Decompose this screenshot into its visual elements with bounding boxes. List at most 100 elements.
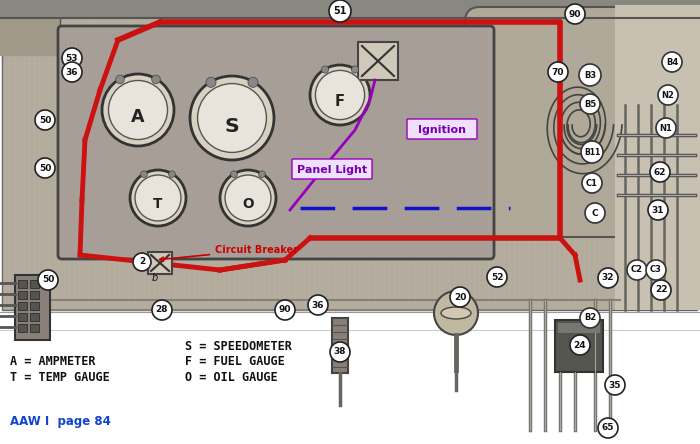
Circle shape (220, 170, 276, 226)
FancyBboxPatch shape (2, 5, 697, 310)
Text: 70: 70 (552, 67, 564, 76)
Text: 52: 52 (491, 273, 503, 281)
Circle shape (658, 85, 678, 105)
Bar (615, 5, 700, 310)
Text: A: A (132, 108, 145, 126)
Circle shape (579, 64, 601, 86)
Circle shape (116, 75, 125, 84)
Bar (18, 302, 27, 310)
Text: 53: 53 (66, 53, 78, 63)
Bar (30, 324, 39, 332)
Circle shape (598, 418, 618, 438)
Text: B2: B2 (584, 313, 596, 322)
Circle shape (35, 110, 55, 130)
Circle shape (570, 335, 590, 355)
Ellipse shape (441, 307, 471, 319)
Text: B11: B11 (584, 147, 600, 156)
Circle shape (351, 66, 358, 73)
Circle shape (190, 76, 274, 160)
Text: N1: N1 (659, 123, 673, 132)
Circle shape (141, 171, 148, 178)
Circle shape (585, 203, 605, 223)
Bar (0, 0, 700, 18)
Circle shape (206, 77, 216, 87)
Circle shape (646, 260, 666, 280)
Text: Panel Light: Panel Light (297, 165, 367, 175)
Circle shape (329, 0, 351, 22)
Circle shape (230, 171, 237, 178)
Bar (30, 280, 39, 288)
Circle shape (258, 171, 265, 178)
Text: 20: 20 (454, 293, 466, 301)
Bar (332, 318, 348, 373)
Circle shape (35, 158, 55, 178)
Circle shape (321, 66, 328, 73)
Text: A = AMPMETER: A = AMPMETER (10, 355, 95, 368)
Circle shape (38, 270, 58, 290)
Text: O = OIL GAUGE: O = OIL GAUGE (185, 371, 278, 384)
Bar (148, 252, 172, 274)
Polygon shape (0, 18, 60, 55)
Text: F = FUEL GAUGE: F = FUEL GAUGE (185, 355, 285, 368)
Circle shape (450, 287, 470, 307)
FancyBboxPatch shape (465, 7, 635, 237)
Circle shape (650, 162, 670, 182)
Text: T: T (153, 197, 162, 210)
Text: B3: B3 (584, 71, 596, 79)
Circle shape (656, 118, 676, 138)
Circle shape (135, 175, 181, 221)
Bar (18, 324, 27, 332)
FancyBboxPatch shape (292, 159, 372, 179)
Text: Ignition: Ignition (418, 125, 466, 135)
Text: 28: 28 (155, 305, 168, 314)
Bar (18, 291, 27, 299)
Circle shape (580, 94, 600, 114)
Text: 62: 62 (654, 167, 666, 177)
Text: 36: 36 (66, 67, 78, 76)
Circle shape (197, 83, 267, 152)
FancyBboxPatch shape (58, 26, 494, 259)
Text: O: O (242, 197, 253, 210)
Circle shape (651, 280, 671, 300)
Circle shape (102, 74, 174, 146)
Circle shape (225, 175, 271, 221)
Circle shape (62, 48, 82, 68)
Bar (15, 275, 50, 340)
Bar (30, 291, 39, 299)
Bar (30, 302, 39, 310)
Text: 31: 31 (652, 206, 664, 214)
Text: B5: B5 (584, 99, 596, 108)
Circle shape (662, 52, 682, 72)
Text: Circuit Breaker: Circuit Breaker (160, 245, 298, 261)
Text: 90: 90 (279, 305, 291, 314)
Circle shape (565, 4, 585, 24)
Text: 22: 22 (654, 285, 667, 294)
Text: AAW I  page 84: AAW I page 84 (10, 415, 111, 428)
Text: C3: C3 (650, 266, 662, 274)
Circle shape (152, 300, 172, 320)
Circle shape (580, 308, 600, 328)
Circle shape (487, 267, 507, 287)
Circle shape (133, 253, 151, 271)
Circle shape (582, 173, 602, 193)
Text: C: C (592, 209, 598, 218)
Text: 50: 50 (38, 163, 51, 173)
Circle shape (310, 65, 370, 125)
FancyBboxPatch shape (407, 119, 477, 139)
Circle shape (152, 75, 160, 84)
Circle shape (248, 77, 258, 87)
Text: 51: 51 (333, 6, 346, 16)
Text: 65: 65 (602, 424, 615, 432)
Circle shape (330, 342, 350, 362)
Circle shape (581, 141, 603, 163)
Text: 32: 32 (602, 274, 615, 282)
Bar (358, 42, 398, 80)
Circle shape (434, 291, 478, 335)
Text: 36: 36 (312, 301, 324, 309)
Text: C2: C2 (631, 266, 643, 274)
Bar (18, 313, 27, 321)
Bar (555, 320, 603, 372)
Text: B4: B4 (666, 58, 678, 67)
Text: b: b (152, 273, 158, 283)
Circle shape (648, 200, 668, 220)
